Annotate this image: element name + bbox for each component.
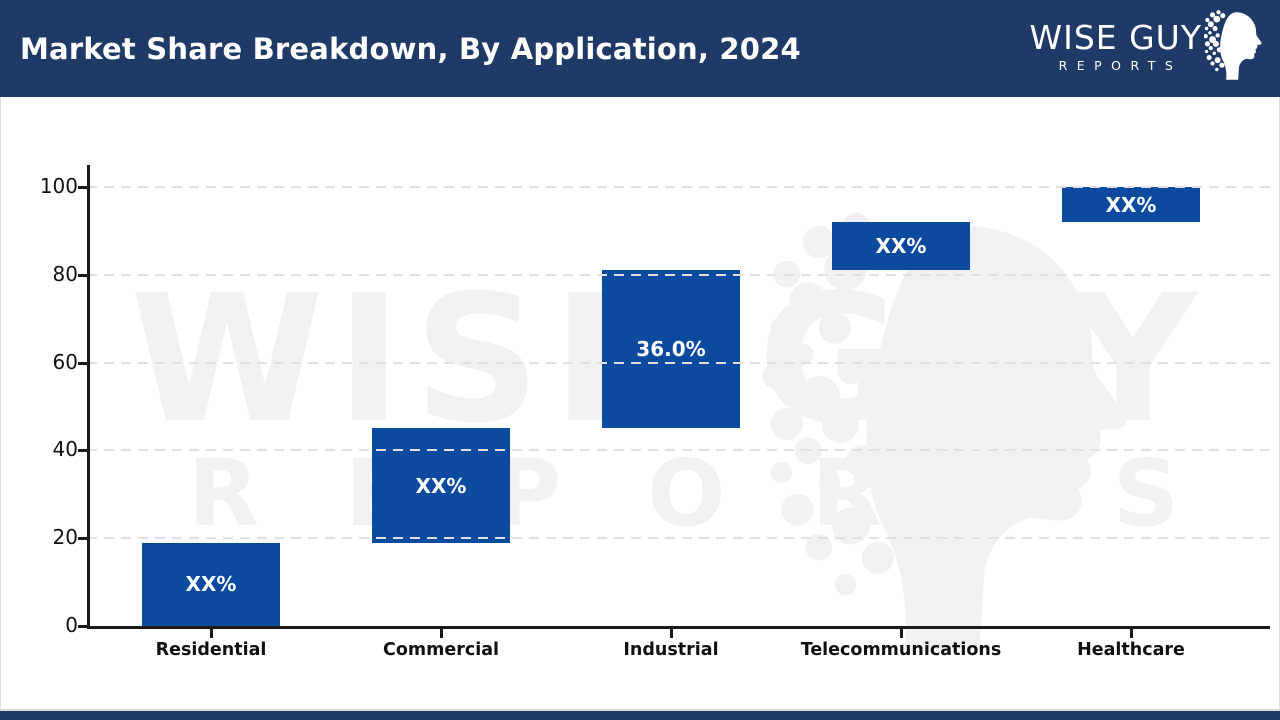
x-category-label: Residential — [155, 640, 267, 660]
logo-face-icon — [1204, 10, 1262, 80]
x-axis — [87, 626, 1270, 629]
y-tick-mark — [78, 625, 87, 628]
y-tick-label: 100 — [39, 174, 78, 198]
y-tick-label: 80 — [52, 261, 78, 286]
y-tick-mark — [78, 449, 87, 453]
x-tick-mark — [440, 629, 443, 638]
y-tick-mark — [78, 361, 87, 365]
y-tick-label: 20 — [52, 525, 78, 550]
logo-wordmark: WISE GUY — [1029, 18, 1202, 58]
bar-label: XX% — [415, 473, 467, 498]
gridline — [87, 186, 1270, 188]
y-tick-label: 40 — [52, 437, 78, 462]
x-category-label: Industrial — [623, 640, 719, 660]
bar — [602, 270, 740, 429]
gridline — [87, 537, 1270, 540]
x-category-label: Telecommunications — [800, 640, 1002, 660]
y-tick-mark — [78, 273, 87, 277]
x-tick-mark — [900, 629, 903, 638]
x-tick-mark — [210, 629, 213, 638]
watermark-face-icon — [762, 212, 1127, 649]
gridline — [87, 449, 1270, 452]
bar — [142, 542, 280, 626]
bar — [832, 222, 970, 271]
footer-bar — [0, 709, 1280, 720]
chart-title: Market Share Breakdown, By Application, … — [20, 31, 801, 66]
y-tick-mark — [78, 186, 87, 189]
bar-label: XX% — [185, 572, 237, 597]
bar-label: XX% — [875, 234, 927, 259]
x-category-label: Healthcare — [1077, 640, 1185, 660]
bar-label: XX% — [1105, 192, 1157, 217]
gridline — [87, 361, 1270, 364]
x-tick-mark — [670, 629, 673, 638]
y-tick-label: 60 — [52, 349, 78, 374]
x-tick-mark — [1130, 629, 1133, 638]
bar — [372, 428, 510, 543]
gridline — [87, 273, 1270, 276]
y-axis — [87, 165, 90, 629]
brand-logo-text: WISE GUY REPORTS — [1029, 19, 1202, 73]
header-bar: Market Share Breakdown, By Application, … — [0, 0, 1280, 97]
bar — [1062, 187, 1200, 223]
y-tick-mark — [78, 537, 87, 541]
brand-logo: WISE GUY REPORTS — [1029, 6, 1268, 86]
bar-label: 36.0% — [636, 337, 706, 362]
x-category-label: Commercial — [382, 640, 499, 660]
y-tick-label: 0 — [65, 613, 78, 637]
logo-subtext: REPORTS — [1058, 57, 1183, 73]
